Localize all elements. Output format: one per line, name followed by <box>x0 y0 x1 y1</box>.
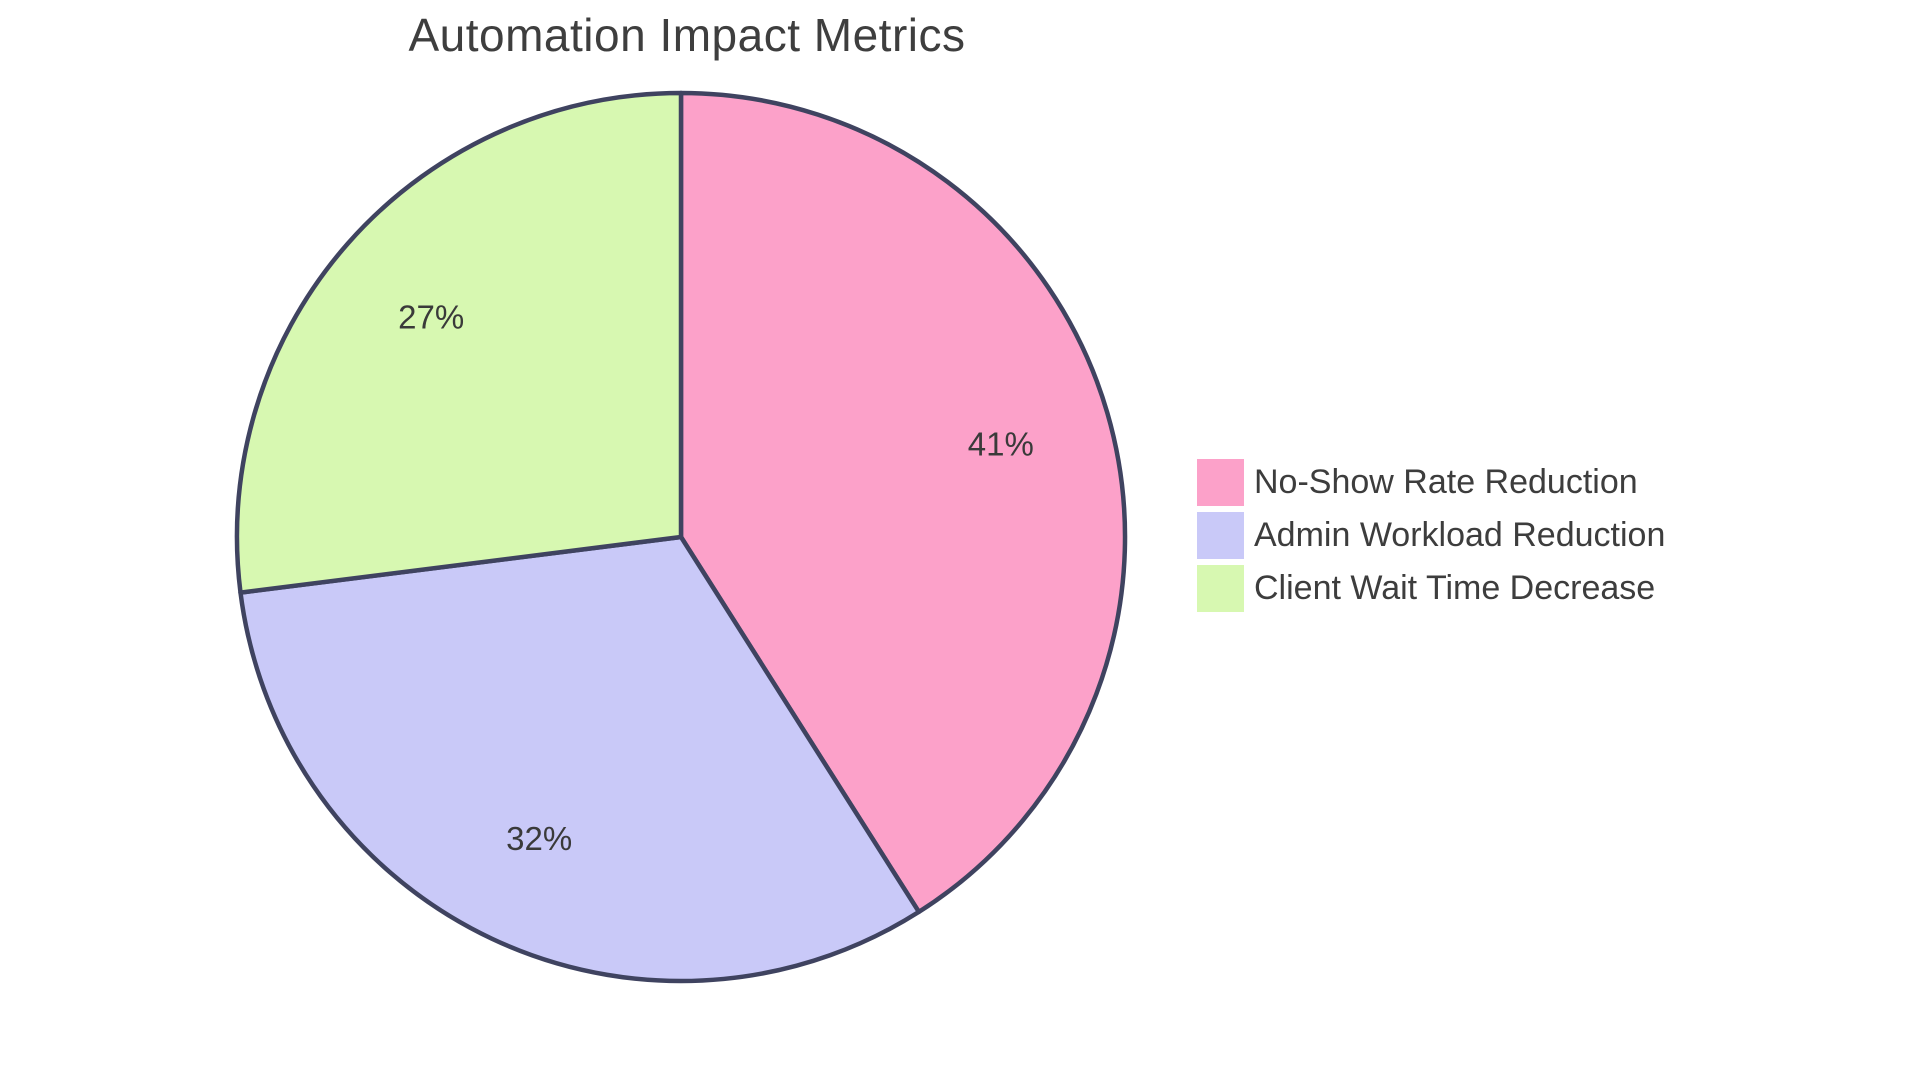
legend-swatch <box>1197 459 1244 506</box>
legend-label: Admin Workload Reduction <box>1254 516 1666 554</box>
legend-item: Client Wait Time Decrease <box>1197 565 1665 612</box>
pie-labels: 41% 32% 27% <box>398 298 1034 857</box>
legend-item: No-Show Rate Reduction <box>1197 459 1665 506</box>
slice-percent-label: 41% <box>968 426 1034 463</box>
pie-slice-admin-workload-reduction <box>238 534 922 984</box>
pie-slices <box>234 90 1128 984</box>
legend-label: No-Show Rate Reduction <box>1254 463 1638 501</box>
legend: No-Show Rate Reduction Admin Workload Red… <box>1197 459 1665 618</box>
slice-percent-label: 32% <box>506 820 572 857</box>
legend-item: Admin Workload Reduction <box>1197 512 1665 559</box>
legend-label: Client Wait Time Decrease <box>1254 569 1656 607</box>
chart-title: Automation Impact Metrics <box>408 9 966 61</box>
legend-swatch <box>1197 565 1244 612</box>
slice-percent-label: 27% <box>398 298 464 335</box>
pie-slice-client-wait-time-decrease <box>234 90 684 595</box>
pie-slice-no-show-rate-reduction <box>678 90 1128 915</box>
legend-swatch <box>1197 512 1244 559</box>
